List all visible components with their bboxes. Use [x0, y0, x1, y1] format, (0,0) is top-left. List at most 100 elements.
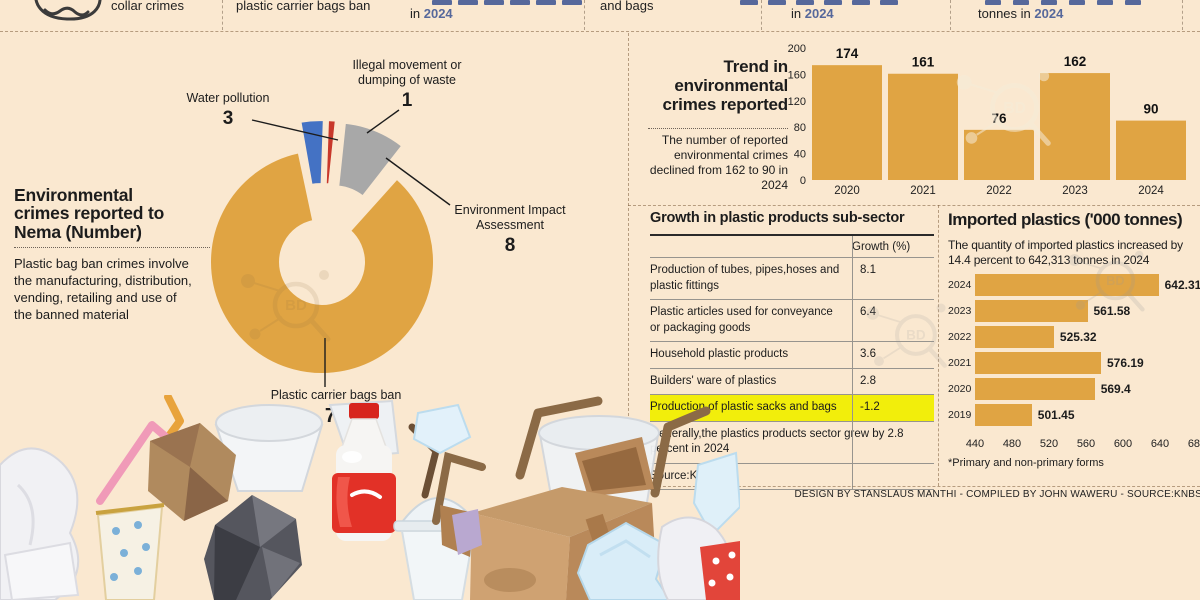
bar-2020 — [812, 65, 882, 180]
imported-bar-row: 2024 642.313 — [948, 272, 1200, 298]
number-fragment — [824, 0, 842, 5]
callout-illegal-dumping: Illegal movement or dumping of waste 1 — [346, 58, 468, 112]
donut-segment-2 — [324, 119, 337, 186]
number-fragment — [484, 0, 504, 5]
number-fragment — [432, 0, 452, 5]
number-fragment — [796, 0, 814, 5]
imported-bar — [975, 404, 1032, 426]
table-rows: Production of tubes, pipes,hoses and pla… — [650, 258, 934, 422]
imported-bar-value: 569.4 — [1100, 382, 1131, 396]
number-fragment — [740, 0, 758, 5]
imported-bar-row: 2019 501.45 — [948, 402, 1200, 428]
imported-bar — [975, 378, 1095, 400]
imported-plastics-title: Imported plastics ('000 tonnes) — [948, 210, 1183, 229]
bar-2021 — [888, 73, 958, 180]
table-cell-value: 6.4 — [860, 306, 876, 319]
top-strip-separator — [1182, 0, 1183, 30]
table-note: Generally,the plastics products sector g… — [650, 422, 934, 464]
imported-bar — [975, 300, 1088, 322]
top-stat-year-2-prefix: in — [791, 6, 805, 21]
top-stat-year-2: in 2024 — [791, 6, 834, 21]
callout-line — [385, 157, 451, 206]
top-stat-year-1-prefix: in — [410, 6, 424, 21]
imported-bar — [974, 274, 1159, 296]
table-row: Plastic articles used for conveyance or … — [650, 300, 934, 343]
top-divider — [0, 31, 1200, 32]
environmental-crimes-donut-chart — [209, 109, 451, 387]
y-axis-tick: 80 — [794, 122, 806, 134]
table-cell-label: Plastic articles used for conveyance or … — [650, 306, 833, 334]
number-fragment — [458, 0, 478, 5]
top-strip-separator — [222, 0, 223, 30]
year-label: 2021 — [948, 357, 972, 369]
top-stat-label-bags-ban: plastic carrier bags ban — [236, 0, 371, 13]
top-strip-separator — [584, 0, 585, 30]
callout-value: 3 — [222, 107, 234, 129]
callout-label: Water pollution — [186, 91, 270, 105]
table-header-spacer — [650, 241, 852, 253]
trend-chart-subtitle: The number of reported environmental cri… — [649, 133, 788, 192]
money-bag-icon — [34, 0, 102, 21]
x-axis-label: 2023 — [1062, 185, 1088, 197]
top-stat-year-1-value: 2024 — [423, 6, 453, 21]
top-stat-label-collar-crimes: collar crimes — [111, 0, 184, 13]
section-divider-vertical — [628, 33, 629, 486]
imported-bar-row: 2023 561.58 — [948, 298, 1200, 324]
x-axis-tick: 680 — [1187, 438, 1200, 450]
table-cell-label: Production of tubes, pipes,hoses and pla… — [650, 264, 840, 292]
imported-bar-value: 501.45 — [1037, 408, 1075, 422]
callout-line — [251, 119, 339, 141]
bar-value-label: 76 — [991, 111, 1007, 126]
imported-bar-row: 2022 525.32 — [948, 324, 1200, 350]
imported-plastics-subtitle-line1: The quantity of imported plastics increa… — [948, 238, 1183, 252]
table-row: Production of plastic sacks and bags -1.2 — [650, 395, 934, 422]
table-header-growth: Growth (%) — [852, 241, 911, 253]
year-label: 2023 — [948, 305, 972, 317]
table-cell-value: 8.1 — [860, 264, 876, 276]
number-fragment — [880, 0, 898, 5]
section-divider-horizontal — [628, 205, 1200, 206]
growth-table-body: Growth (%) Production of tubes, pipes,ho… — [650, 234, 934, 491]
table-cell-value: 2.8 — [860, 374, 876, 387]
callout-water-pollution: Water pollution 3 — [180, 91, 276, 130]
top-stat-label-and-bags: and bags — [600, 0, 654, 13]
number-fragment — [1097, 0, 1113, 5]
x-axis-tick: 560 — [1076, 438, 1096, 450]
callout-label: Environment Impact Assessment — [454, 203, 566, 232]
number-fragment — [1041, 0, 1057, 5]
number-fragment — [1125, 0, 1141, 5]
trend-chart-title: Trend in environmental crimes reported — [662, 57, 789, 115]
x-axis-tick: 600 — [1113, 438, 1133, 450]
imported-bar — [975, 326, 1054, 348]
table-cell-label: Household plastic products — [650, 348, 789, 361]
title-underline — [648, 128, 788, 129]
y-axis-tick: 0 — [800, 175, 806, 187]
table-column-divider — [852, 236, 853, 491]
x-axis-label: 2024 — [1138, 185, 1164, 197]
x-axis-tick: 440 — [965, 438, 985, 450]
imported-plastics-bars: 2024 642.313 2023 561.58 2022 525.32 2021 576.1… — [948, 272, 1200, 428]
year-label: 2022 — [948, 331, 972, 343]
top-stat-year-3-prefix: tonnes in — [978, 6, 1035, 21]
imported-bar-value: 561.58 — [1093, 304, 1131, 318]
x-axis-tick: 640 — [1150, 438, 1170, 450]
number-fragment — [1069, 0, 1085, 5]
number-fragment — [985, 0, 1001, 5]
table-header-row: Growth (%) — [650, 236, 934, 258]
bar-value-label: 174 — [836, 46, 859, 61]
donut-chart-description: Plastic bag ban crimes involve the manuf… — [14, 256, 192, 323]
donut-segment-4 — [209, 151, 435, 375]
donut-segment-1 — [299, 119, 325, 186]
imported-bar-value: 525.32 — [1059, 330, 1097, 344]
callout-value: 1 — [401, 89, 413, 111]
imported-bar-value: 576.19 — [1107, 356, 1144, 370]
x-axis-tick: 520 — [1039, 438, 1059, 450]
number-fragment — [562, 0, 582, 5]
top-strip-separator — [950, 0, 951, 30]
section-divider-vertical — [938, 205, 939, 486]
trash-pile-illustration — [0, 395, 740, 600]
callout-value: 8 — [504, 234, 516, 256]
year-label: 2019 — [948, 409, 972, 421]
top-stat-year-3: tonnes in 2024 — [978, 6, 1063, 21]
table-cell-value: 3.6 — [860, 348, 876, 361]
